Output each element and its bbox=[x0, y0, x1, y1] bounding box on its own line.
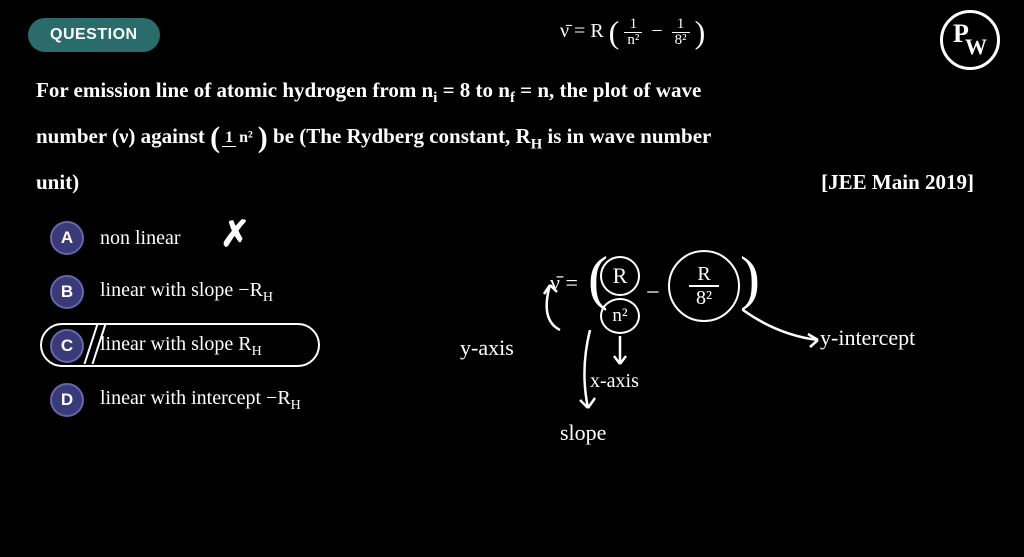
ann-r2: R bbox=[697, 263, 710, 285]
frac1-den: n² bbox=[624, 33, 642, 48]
option-d-letter: D bbox=[50, 383, 84, 417]
option-c-text-a: linear with slope R bbox=[100, 333, 252, 355]
frac2-den: 8² bbox=[672, 33, 690, 48]
arrow-yint-icon bbox=[738, 305, 828, 355]
q-line1-c: = n, the plot of wave bbox=[515, 78, 701, 102]
q-line2-a: number (ν) against bbox=[36, 124, 210, 148]
q-line1-b: = 8 to n bbox=[437, 78, 510, 102]
question-badge: QUESTION bbox=[28, 18, 160, 52]
logo: PW bbox=[940, 10, 1000, 70]
formula-lhs: ν̄ = R bbox=[560, 20, 604, 42]
ann-minus: − bbox=[646, 280, 660, 307]
q-sub-h: H bbox=[531, 136, 542, 152]
option-d-sub: H bbox=[291, 398, 301, 413]
formula-minus: − bbox=[651, 20, 662, 42]
option-b-sub: H bbox=[263, 290, 273, 305]
ann-slope: slope bbox=[560, 420, 606, 446]
ann-rparen: ) bbox=[740, 244, 760, 313]
option-d-text: linear with intercept −RH bbox=[100, 387, 301, 414]
option-c-letter: C bbox=[50, 329, 84, 363]
option-b-text: linear with slope −RH bbox=[100, 279, 273, 306]
source-tag: [JEE Main 2019] bbox=[821, 164, 974, 201]
q-frac-den: n² bbox=[236, 129, 256, 146]
frac1-num: 1 bbox=[624, 17, 642, 33]
formula-handwritten-top: ν̄ = R ( 1 n² − 1 8² ) bbox=[560, 14, 705, 51]
q-frac-num: 1 bbox=[222, 129, 236, 147]
ann-r82-circle: R 8² bbox=[668, 250, 740, 322]
ann-lparen: ( bbox=[588, 244, 608, 313]
frac2-num: 1 bbox=[672, 17, 690, 33]
ann-yaxis: y-axis bbox=[460, 335, 514, 361]
option-a-letter: A bbox=[50, 221, 84, 255]
arrow-slope-icon bbox=[570, 330, 610, 420]
q-line1-a: For emission line of atomic hydrogen fro… bbox=[36, 78, 433, 102]
q-line3: unit) bbox=[36, 170, 79, 194]
option-d-text-a: linear with intercept −R bbox=[100, 387, 291, 409]
ann-yint: y-intercept bbox=[820, 325, 915, 351]
option-c-text: linear with slope RH bbox=[100, 333, 262, 360]
option-b-text-a: linear with slope −R bbox=[100, 279, 263, 301]
question-text: For emission line of atomic hydrogen fro… bbox=[36, 72, 994, 201]
logo-letters: PW bbox=[951, 25, 989, 55]
q-line2-b: be (The Rydberg constant, R bbox=[268, 124, 531, 148]
arrow-yaxis-icon bbox=[520, 280, 570, 340]
ann-82: 8² bbox=[696, 287, 712, 309]
option-c-sub: H bbox=[252, 344, 262, 359]
cross-icon: ✗ bbox=[220, 213, 250, 255]
q-line2-c: is in wave number bbox=[542, 124, 711, 148]
option-a-text: non linear bbox=[100, 227, 181, 250]
option-b-letter: B bbox=[50, 275, 84, 309]
logo-w: W bbox=[965, 34, 987, 59]
tick-slash-1 bbox=[84, 324, 99, 365]
annotation-area: ν̄ = R n² ( − R 8² ) y-axis x-axis slope… bbox=[460, 250, 1000, 510]
